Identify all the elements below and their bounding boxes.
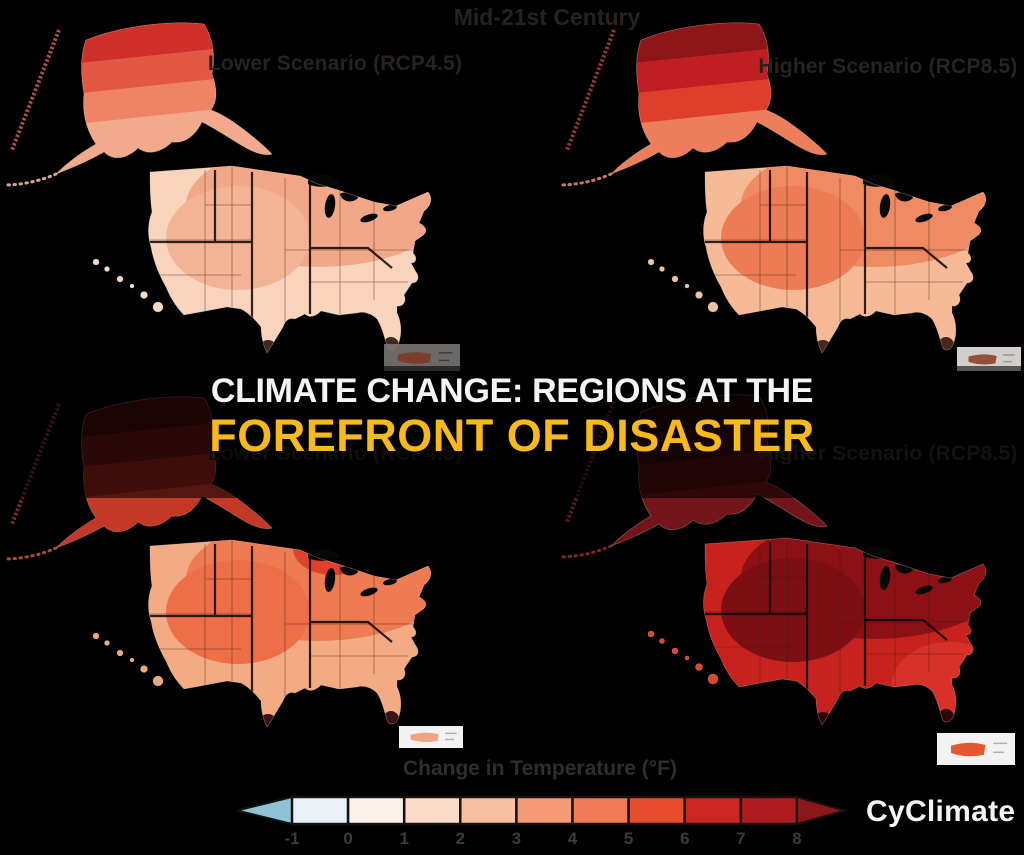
svg-text:0: 0 bbox=[343, 829, 352, 848]
temperature-colorbar: -1 0 1 2 3 4 5 6 7 8 bbox=[236, 795, 849, 848]
map-mid-century-higher bbox=[512, 0, 1024, 390]
puerto-rico-inset-late-higher bbox=[937, 733, 1015, 765]
svg-text:3: 3 bbox=[512, 829, 521, 848]
row-title-mid-century: Mid-21st Century bbox=[453, 4, 641, 30]
svg-text:5: 5 bbox=[624, 829, 633, 848]
scenario-label-mid-higher: Higher Scenario (RCP8.5) bbox=[758, 55, 1018, 78]
svg-text:7: 7 bbox=[736, 829, 745, 848]
svg-text:6: 6 bbox=[680, 829, 689, 848]
headline-band bbox=[0, 366, 1024, 498]
svg-text:-1: -1 bbox=[284, 829, 299, 848]
scenario-label-mid-lower: Lower Scenario (RCP4.5) bbox=[207, 52, 463, 75]
svg-text:2: 2 bbox=[456, 829, 465, 848]
legend-title: Change in Temperature (°F) bbox=[402, 757, 678, 780]
svg-text:4: 4 bbox=[568, 829, 578, 848]
map-mid-century-lower bbox=[0, 0, 512, 390]
headline-line-1: CLIMATE CHANGE: REGIONS AT THE bbox=[210, 372, 814, 410]
svg-text:8: 8 bbox=[792, 829, 801, 848]
svg-text:1: 1 bbox=[399, 829, 408, 848]
puerto-rico-inset-late-lower bbox=[399, 726, 463, 748]
headline-line-2: FOREFRONT OF DISASTER bbox=[209, 410, 815, 461]
cyclimate-logo: CyClimate bbox=[866, 795, 1016, 828]
